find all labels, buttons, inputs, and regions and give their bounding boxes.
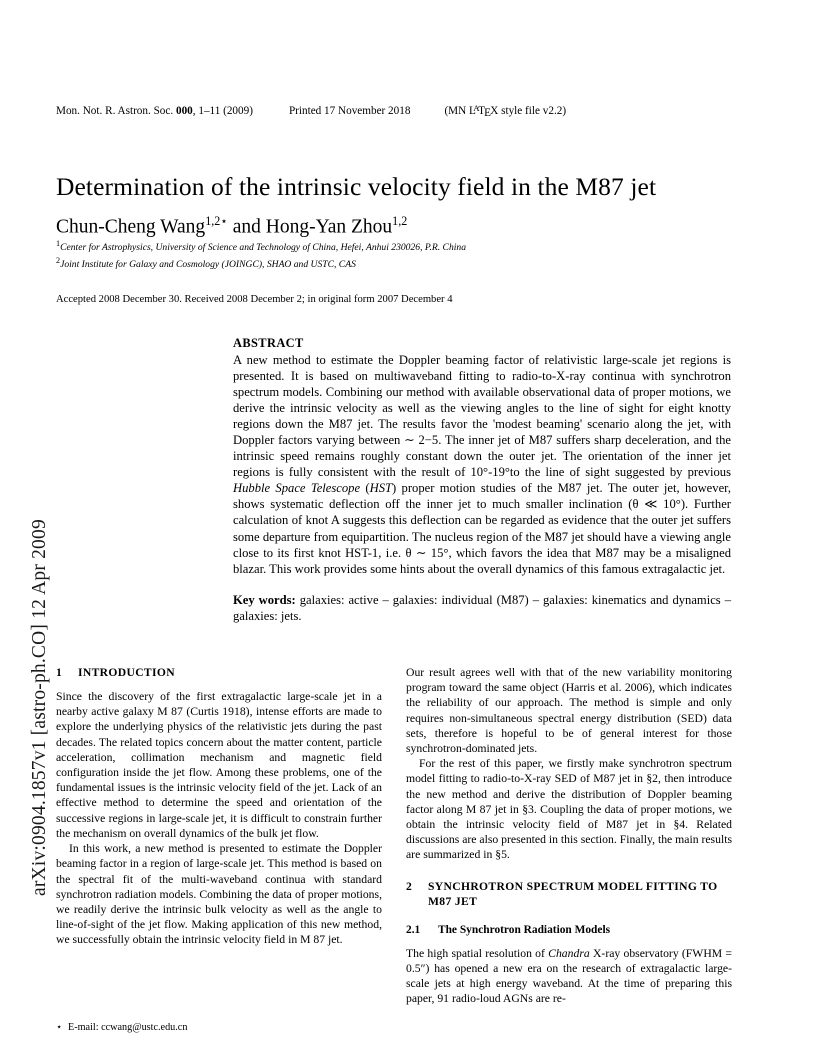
section-title: INTRODUCTION xyxy=(78,666,175,679)
keywords-block: Key words: galaxies: active – galaxies: … xyxy=(233,592,731,624)
intro-paragraph-1: Since the discovery of the first extraga… xyxy=(56,690,382,840)
intro-paragraph-3: Our result agrees well with that of the … xyxy=(406,666,732,756)
style-note-prefix: (MN L xyxy=(444,105,476,117)
section-spacer xyxy=(406,863,732,879)
subsection-number: 2.1 xyxy=(406,923,421,936)
author-list: Chun-Cheng Wang1,2⋆ and Hong-Yan Zhou1,2 xyxy=(56,214,776,240)
printed-date: Printed 17 November 2018 xyxy=(288,105,411,117)
page-title: Determination of the intrinsic velocity … xyxy=(56,172,657,202)
affiliation-mark-1: 1 xyxy=(56,239,61,248)
body-two-column-layout: 1 INTRODUCTION Since the discovery of the… xyxy=(56,665,768,1057)
style-note-suffix: X style file v2.2) xyxy=(490,105,567,117)
subsection-heading-radiation-models: 2.1 The Synchrotron Radiation Models xyxy=(406,923,732,938)
journal-pages-year: , 1–11 (2009) xyxy=(192,105,253,117)
section-heading-synchrotron: 2 SYNCHROTRON SPECTRUM MODEL FITTING TO M… xyxy=(406,879,732,909)
synchrotron-italic-chandra: Chandra xyxy=(548,946,590,960)
abstract-italic-hubble: Hubble Space Telescope xyxy=(233,481,361,496)
affiliation-mark-2: 2 xyxy=(56,255,61,265)
paper-page: Mon. Not. R. Astron. Soc. 000, 1–11 (200… xyxy=(56,0,816,1056)
footnote-text: E-mail: ccwang@ustc.edu.cn xyxy=(68,1022,188,1033)
author-1-affiliation-marks: 1,2⋆ xyxy=(205,214,228,228)
subsection-title: The Synchrotron Radiation Models xyxy=(438,923,611,936)
submission-dates: Accepted 2008 December 30. Received 2008… xyxy=(56,294,453,305)
section-number: 2 xyxy=(406,879,413,893)
latex-style-note: (MN LATEX style file v2.2) xyxy=(444,103,567,120)
affiliation-list: 1Center for Astrophysics, University of … xyxy=(56,238,776,272)
section-number: 1 xyxy=(56,666,63,679)
author-name-2: Hong-Yan Zhou xyxy=(265,216,393,238)
footnote-marker: ⋆ xyxy=(56,1022,63,1033)
synchrotron-p1-part-1: The high spatial resolution of xyxy=(406,946,549,960)
journal-volume: 000 xyxy=(175,105,193,117)
affiliation-text-2: Joint Institute for Galaxy and Cosmology… xyxy=(60,258,356,270)
latex-t-glyph: T xyxy=(478,105,485,117)
latex-e-glyph: E xyxy=(484,107,491,120)
synchrotron-p1-part-2: X-ray observatory (FWHM = 0.5″) has open… xyxy=(406,946,732,1006)
affiliation-text-1: Center for Astrophysics, University of S… xyxy=(60,242,466,254)
section-title: SYNCHROTRON SPECTRUM MODEL FITTING TO M8… xyxy=(428,879,718,908)
author-name-1: Chun-Cheng Wang xyxy=(56,216,206,238)
abstract-part-1: A new method to estimate the Doppler bea… xyxy=(233,353,731,480)
abstract-part-3: ) proper motion studies of the M87 jet. … xyxy=(233,481,731,576)
abstract-heading: ABSTRACT xyxy=(233,336,304,350)
affiliation-item: 1Center for Astrophysics, University of … xyxy=(56,238,776,255)
keywords-text: galaxies: active – galaxies: individual … xyxy=(233,592,731,623)
abstract-part-2: ( xyxy=(360,481,370,496)
journal-name: Mon. Not. R. Astron. Soc. xyxy=(56,105,174,117)
latex-a-glyph: A xyxy=(473,103,480,114)
synchrotron-paragraph-1: The high spatial resolution of Chandra X… xyxy=(406,946,732,1007)
arxiv-stamp-sidebar: arXiv:0904.1857v1 [astro-ph.CO] 12 Apr 2… xyxy=(0,0,56,1056)
abstract-italic-hst: HST xyxy=(369,481,393,496)
intro-paragraph-4: For the rest of this paper, we firstly m… xyxy=(406,757,732,862)
abstract-text: A new method to estimate the Doppler bea… xyxy=(233,352,731,577)
body-column-left: 1 INTRODUCTION Since the discovery of the… xyxy=(56,665,382,1057)
journal-running-head: Mon. Not. R. Astron. Soc. 000, 1–11 (200… xyxy=(56,103,756,120)
abstract-block: ABSTRACT A new method to estimate the Do… xyxy=(233,336,731,624)
footnote-corresponding-email: ⋆ E-mail: ccwang@ustc.edu.cn xyxy=(56,1022,386,1033)
author-2-affiliation-marks: 1,2 xyxy=(392,214,408,228)
body-column-right: Our result agrees well with that of the … xyxy=(406,665,732,1057)
arxiv-identifier-text: arXiv:0904.1857v1 [astro-ph.CO] 12 Apr 2… xyxy=(29,519,50,896)
affiliation-item: 2Joint Institute for Galaxy and Cosmolog… xyxy=(56,255,776,272)
author-conjunction: and xyxy=(227,216,266,238)
intro-paragraph-2: In this work, a new method is presented … xyxy=(56,842,382,947)
keywords-label: Key words: xyxy=(233,592,296,607)
section-heading-introduction: 1 INTRODUCTION xyxy=(56,665,382,680)
